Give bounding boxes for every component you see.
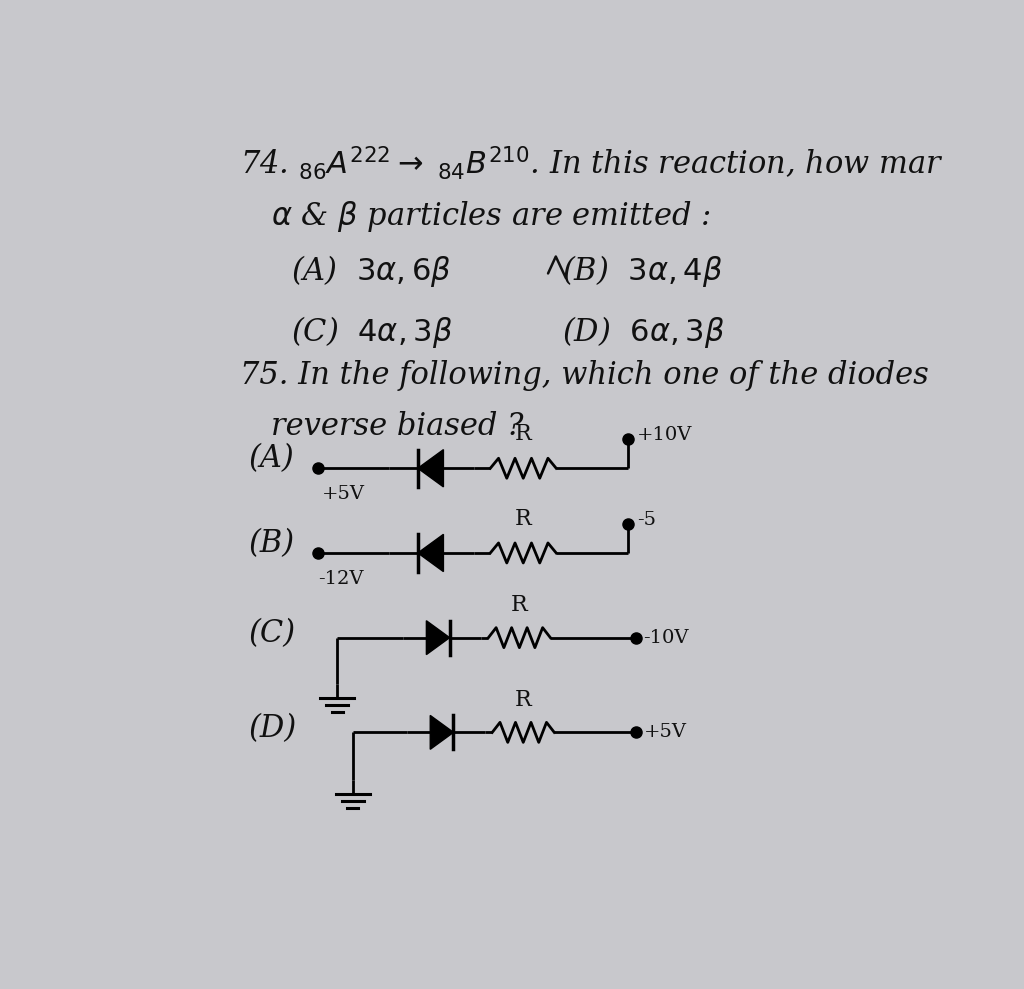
Polygon shape (430, 715, 454, 750)
Text: $\alpha$ & $\beta$ particles are emitted :: $\alpha$ & $\beta$ particles are emitted… (271, 199, 711, 233)
Text: (D)  $6\alpha,3\beta$: (D) $6\alpha,3\beta$ (562, 315, 725, 350)
Text: (B): (B) (248, 528, 294, 559)
Text: -10V: -10V (643, 629, 689, 647)
Text: R: R (515, 688, 531, 711)
Text: -12V: -12V (317, 570, 364, 587)
Text: (C)  $4\alpha,3\beta$: (C) $4\alpha,3\beta$ (291, 315, 453, 350)
Text: +5V: +5V (643, 723, 686, 742)
Text: +10V: +10V (637, 426, 692, 444)
Text: (A)  $3\alpha,6\beta$: (A) $3\alpha,6\beta$ (291, 252, 451, 289)
Text: (B)  $3\alpha,4\beta$: (B) $3\alpha,4\beta$ (562, 252, 723, 289)
Text: (C): (C) (248, 618, 295, 650)
Text: R: R (515, 508, 531, 530)
Text: (D): (D) (248, 713, 296, 744)
Text: +5V: +5V (322, 486, 365, 503)
Polygon shape (418, 534, 443, 572)
Polygon shape (418, 450, 443, 487)
Text: R: R (515, 423, 531, 445)
Text: 74. $_{86}A^{222} \rightarrow\; _{84}B^{210}$. In this reaction, how mar: 74. $_{86}A^{222} \rightarrow\; _{84}B^{… (241, 144, 944, 182)
Text: 75. In the following, which one of the diodes: 75. In the following, which one of the d… (241, 360, 929, 392)
Text: -5: -5 (637, 511, 656, 529)
Polygon shape (426, 621, 450, 655)
Text: (A): (A) (248, 443, 294, 475)
Text: R: R (511, 594, 527, 616)
Text: reverse biased ?: reverse biased ? (271, 410, 524, 441)
